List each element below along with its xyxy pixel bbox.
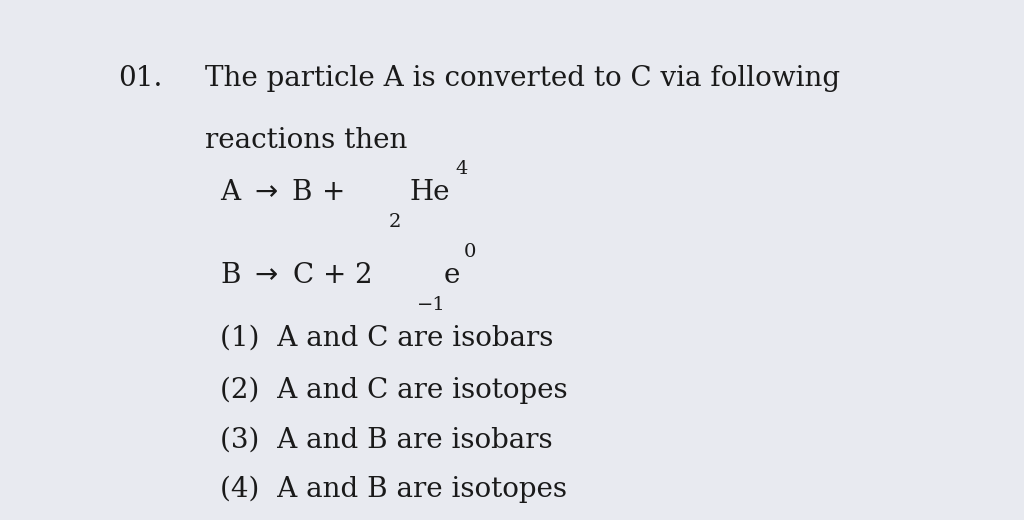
Text: 01.: 01. (118, 65, 162, 92)
Text: B $\rightarrow$ C $+$ 2: B $\rightarrow$ C $+$ 2 (220, 263, 372, 290)
Text: 2: 2 (389, 213, 401, 231)
Text: reactions then: reactions then (205, 127, 408, 154)
Text: e: e (443, 263, 460, 290)
Text: (1)  A and C are isobars: (1) A and C are isobars (220, 325, 554, 352)
Text: (2)  A and C are isotopes: (2) A and C are isotopes (220, 376, 567, 404)
Text: A $\rightarrow$ B $+$: A $\rightarrow$ B $+$ (220, 179, 344, 206)
Text: −1: −1 (417, 296, 445, 315)
Text: The particle A is converted to C via following: The particle A is converted to C via fol… (205, 65, 840, 92)
Text: (4)  A and B are isotopes: (4) A and B are isotopes (220, 475, 567, 503)
Text: (3)  A and B are isobars: (3) A and B are isobars (220, 426, 553, 453)
Text: 4: 4 (456, 160, 468, 178)
Text: He: He (410, 179, 451, 206)
Text: 0: 0 (464, 243, 476, 262)
